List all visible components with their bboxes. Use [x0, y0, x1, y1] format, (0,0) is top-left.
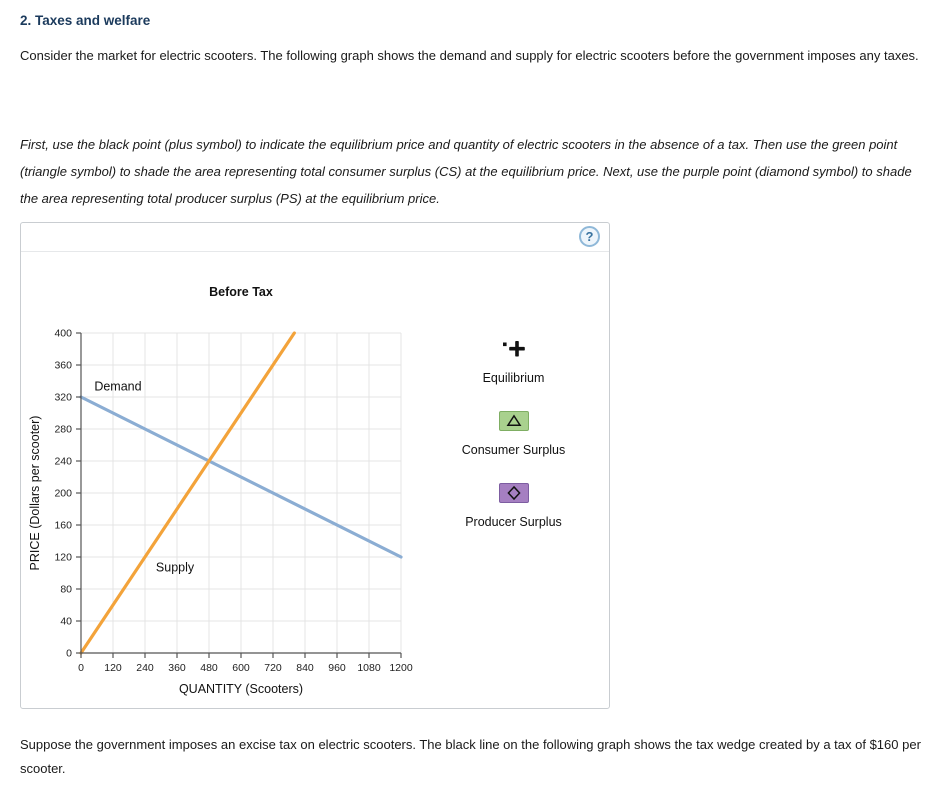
- graph-panel: ? Demand Supply 0 120 240 360 480 600 720 840 960 1…: [20, 222, 610, 709]
- svg-text:1080: 1080: [357, 662, 381, 674]
- svg-text:120: 120: [104, 662, 122, 674]
- svg-text:960: 960: [328, 662, 346, 674]
- svg-text:320: 320: [54, 392, 72, 404]
- svg-text:0: 0: [66, 648, 72, 660]
- equilibrium-label: Equilibrium: [482, 371, 545, 385]
- svg-text:PRICE (Dollars per scooter): PRICE (Dollars per scooter): [28, 416, 42, 571]
- svg-text:360: 360: [54, 360, 72, 372]
- instructions-paragraph: First, use the black point (plus symbol)…: [20, 137, 912, 206]
- svg-text:160: 160: [54, 520, 72, 532]
- producer-surplus-diamond-tool[interactable]: [498, 483, 529, 503]
- page-title: 2. Taxes and welfare: [20, 13, 151, 28]
- svg-text:1200: 1200: [389, 662, 413, 674]
- svg-text:0: 0: [78, 662, 84, 674]
- triangle-icon: [506, 414, 521, 426]
- svg-text:280: 280: [54, 424, 72, 436]
- panel-header: ?: [21, 223, 609, 252]
- svg-text:Before Tax: Before Tax: [209, 285, 273, 299]
- svg-text:40: 40: [60, 616, 72, 628]
- svg-text:120: 120: [54, 552, 72, 564]
- intro-paragraph: Consider the market for electric scooter…: [20, 48, 919, 63]
- svg-text:840: 840: [296, 662, 314, 674]
- plus-icon: [502, 341, 525, 357]
- equilibrium-plus-tool[interactable]: [501, 339, 527, 359]
- svg-text:600: 600: [232, 662, 250, 674]
- svg-text:480: 480: [200, 662, 218, 674]
- diamond-icon: [506, 485, 521, 501]
- svg-text:Supply: Supply: [156, 560, 195, 574]
- tool-legend: Equilibrium Consumer Surplus Producer Su…: [441, 339, 586, 529]
- svg-text:240: 240: [136, 662, 154, 674]
- svg-text:Demand: Demand: [94, 380, 141, 394]
- before-tax-chart[interactable]: Demand Supply 0 120 240 360 480 600 720 840 960 108…: [21, 260, 461, 700]
- svg-text:80: 80: [60, 584, 72, 596]
- svg-text:720: 720: [264, 662, 282, 674]
- svg-text:360: 360: [168, 662, 186, 674]
- help-icon[interactable]: ?: [579, 226, 600, 247]
- footer-paragraph: Suppose the government imposes an excise…: [20, 737, 921, 776]
- consumer-surplus-triangle-tool[interactable]: [498, 411, 529, 431]
- producer-surplus-label: Producer Surplus: [465, 515, 562, 529]
- svg-text:200: 200: [54, 488, 72, 500]
- svg-text:400: 400: [54, 328, 72, 340]
- svg-text:240: 240: [54, 456, 72, 468]
- consumer-surplus-label: Consumer Surplus: [461, 443, 566, 457]
- svg-text:QUANTITY (Scooters): QUANTITY (Scooters): [179, 682, 303, 696]
